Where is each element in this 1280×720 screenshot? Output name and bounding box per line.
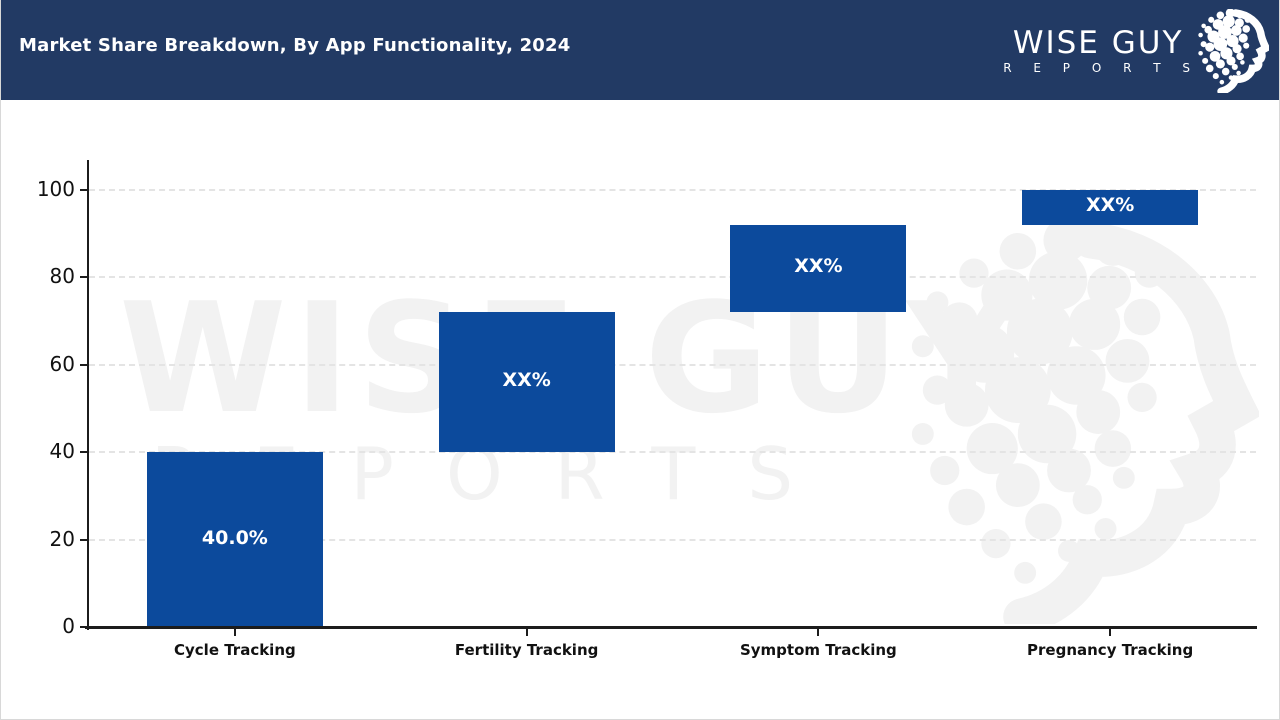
gridline <box>89 538 1256 541</box>
y-tick <box>80 276 89 278</box>
wiseguy-logo-line1: WISE GUY <box>1012 24 1184 61</box>
y-tick-label: 20 <box>49 526 75 551</box>
x-tick <box>817 629 820 636</box>
chart-title: Market Share Breakdown, By App Functiona… <box>19 35 571 56</box>
gridline <box>89 363 1256 366</box>
x-tick <box>525 629 528 636</box>
y-axis-line <box>87 160 89 630</box>
bar-value-label: XX% <box>794 255 843 278</box>
header-banner: Market Share Breakdown, By App Functiona… <box>1 0 1279 100</box>
x-axis-line <box>85 626 1257 629</box>
bar <box>146 452 323 627</box>
x-tick <box>233 629 236 636</box>
wiseguy-logo-line2: R E P O R T S <box>1003 61 1199 76</box>
y-tick-label: 0 <box>62 614 75 638</box>
y-tick <box>80 538 89 541</box>
y-tick-label: 60 <box>49 351 75 376</box>
y-tick <box>80 626 89 628</box>
wiseguy-logo: WISE GUY R E P O R T S <box>997 8 1269 94</box>
y-tick-label: 80 <box>49 264 75 288</box>
gridline <box>89 451 1256 453</box>
y-tick <box>80 363 89 366</box>
bar <box>730 224 907 312</box>
gridline <box>89 188 1256 191</box>
bar-value-label: XX% <box>502 369 551 391</box>
x-axis-label: Fertility Tracking <box>454 641 599 659</box>
gridline <box>89 276 1256 278</box>
y-tick <box>80 188 89 191</box>
y-tick <box>80 451 89 453</box>
bar-value-label: 40.0% <box>201 526 268 549</box>
x-axis-label: Cycle Tracking <box>174 641 296 659</box>
x-axis-label: Symptom Tracking <box>739 641 897 659</box>
wiseguy-head-icon <box>1193 9 1269 93</box>
bar-value-label: XX% <box>1085 194 1135 216</box>
y-tick-label: 100 <box>36 176 75 201</box>
wiseguy-logo-text: WISE GUY R E P O R T S <box>997 27 1199 76</box>
y-tick-label: 40 <box>49 439 75 463</box>
bar <box>438 312 615 452</box>
x-axis-label: Pregnancy Tracking <box>1027 641 1194 659</box>
bar <box>1022 189 1199 225</box>
x-tick <box>1109 629 1112 636</box>
